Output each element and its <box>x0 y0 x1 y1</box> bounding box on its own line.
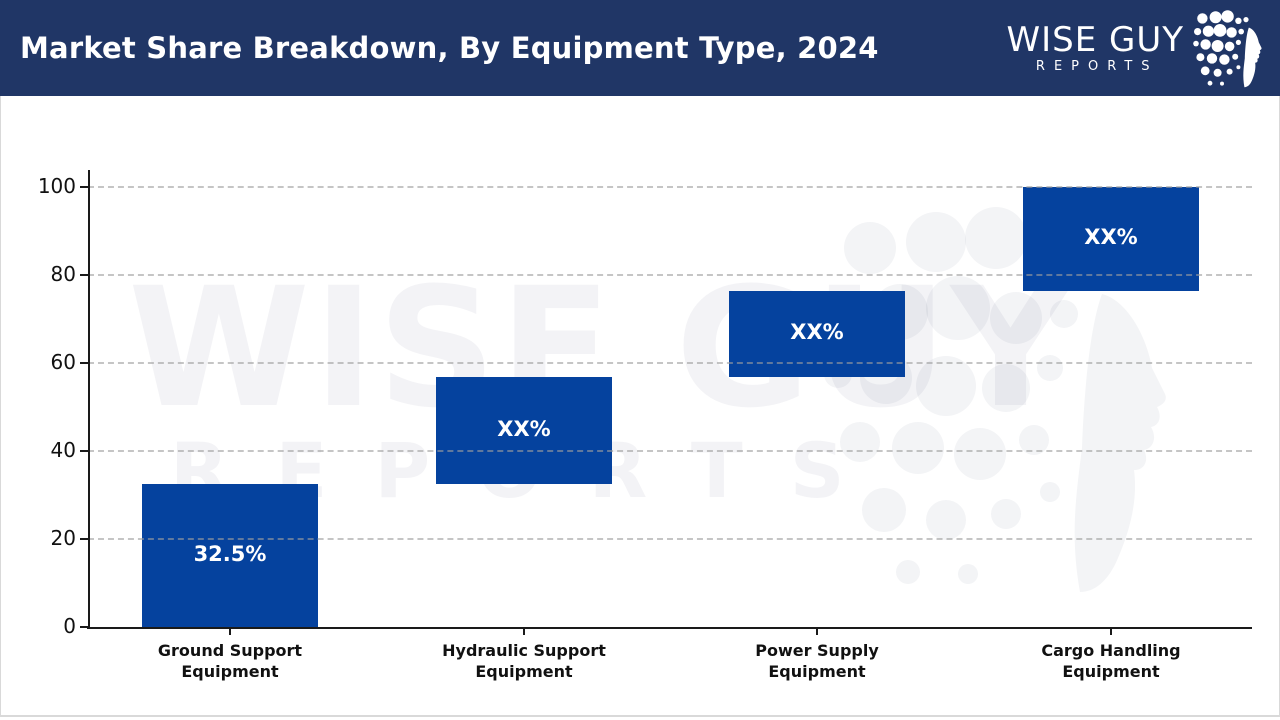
x-tick-mark <box>229 629 231 635</box>
gridline <box>88 274 1252 276</box>
gridline <box>88 186 1252 188</box>
plot-area: 32.5% XX% XX% XX% 0 20 40 60 80 100 Ground Support… <box>0 96 1280 720</box>
y-tick-label: 40 <box>50 438 76 462</box>
y-tick-label: 100 <box>37 174 76 198</box>
y-axis-line <box>88 170 90 629</box>
y-tick-label: 60 <box>50 350 76 374</box>
bar-segment <box>142 484 318 627</box>
wiseguy-logo: WISE GUY REPORTS <box>1006 8 1266 88</box>
x-tick-mark <box>816 629 818 635</box>
y-tick-mark <box>80 362 88 364</box>
header-bar: Market Share Breakdown, By Equipment Typ… <box>0 0 1280 96</box>
wiseguy-head-icon <box>1193 10 1262 88</box>
bar-segment <box>436 377 612 484</box>
y-tick-mark <box>80 274 88 276</box>
x-category-label: Cargo Handling Equipment <box>1041 641 1181 681</box>
gridline <box>88 362 1252 364</box>
logo-tagline: REPORTS <box>1035 59 1159 74</box>
y-tick-label: 80 <box>50 262 76 286</box>
x-tick-mark <box>1110 629 1112 635</box>
bar-value-label: XX% <box>790 320 844 345</box>
bar-segment <box>1023 187 1199 292</box>
bar-value-label: 32.5% <box>193 541 267 566</box>
x-tick-mark <box>523 629 525 635</box>
gridline <box>88 538 1252 540</box>
x-category-label: Hydraulic Support Equipment <box>442 641 606 681</box>
y-tick-mark <box>80 450 88 452</box>
y-tick-mark <box>80 626 88 628</box>
gridline <box>88 450 1252 452</box>
chart-title: Market Share Breakdown, By Equipment Typ… <box>20 31 879 65</box>
logo-wordmark: WISE GUY <box>1006 20 1184 60</box>
y-tick-label: 20 <box>50 526 76 550</box>
y-tick-mark <box>80 186 88 188</box>
x-category-label: Ground Support Equipment <box>157 641 303 681</box>
bar-value-label: XX% <box>497 416 551 441</box>
y-tick-label: 0 <box>63 614 76 638</box>
chart-canvas: WISE GUY REPORTS 32.5%XX%XX%XX%020406080… <box>0 96 1280 720</box>
logo-text: WISE GUY REPORTS <box>1006 22 1184 74</box>
x-axis-line <box>87 627 1252 629</box>
bar-value-label: XX% <box>1084 225 1138 250</box>
y-tick-mark <box>80 538 88 540</box>
x-category-label: Power Supply Equipment <box>755 641 879 681</box>
